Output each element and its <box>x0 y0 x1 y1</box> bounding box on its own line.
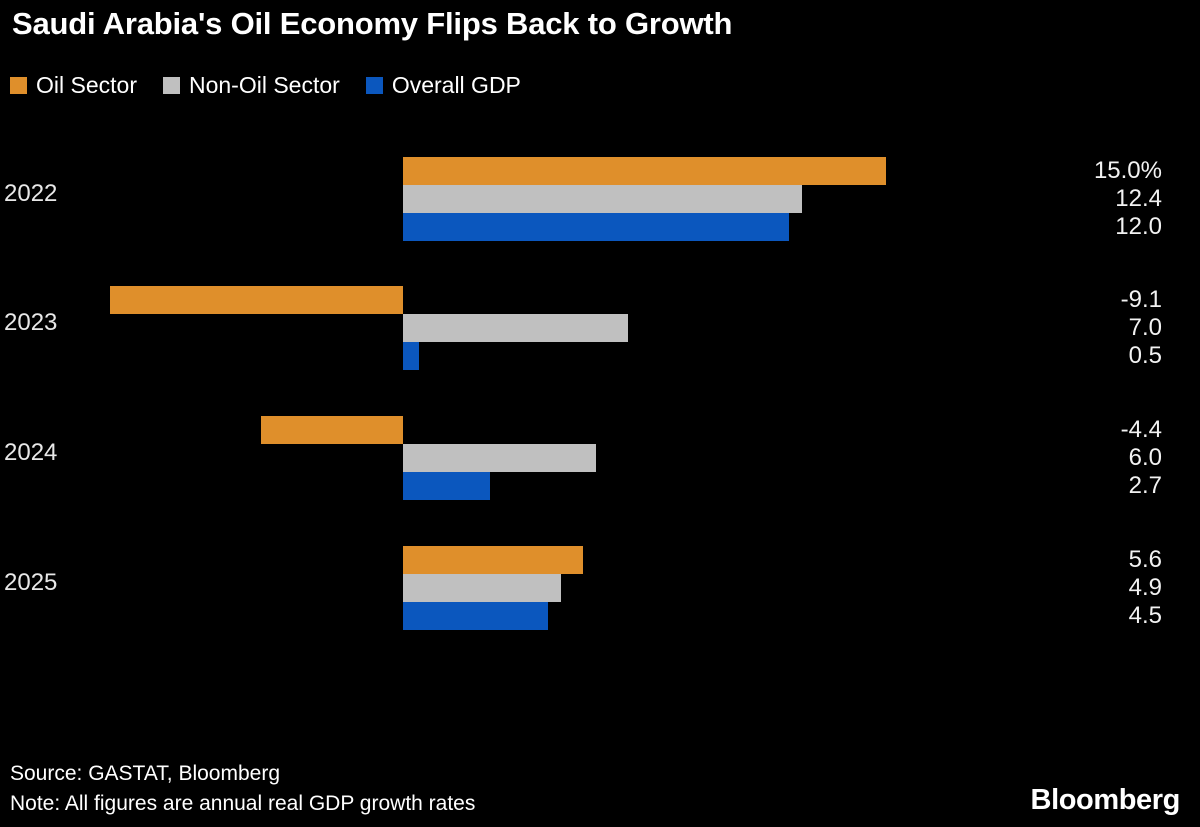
bar-row: -9.1 <box>0 286 1200 314</box>
value-label: 2.7 <box>1128 472 1162 499</box>
bar-row: 0.5 <box>0 342 1200 370</box>
bar-row: 12.0 <box>0 213 1200 241</box>
chart-footnotes: Source: GASTAT, Bloomberg Note: All figu… <box>10 759 475 819</box>
bar-row: 4.5 <box>0 602 1200 630</box>
legend-item-overall-gdp[interactable]: Overall GDP <box>365 71 521 99</box>
value-label: 0.5 <box>1128 342 1162 369</box>
category-label-2025: 2025 <box>4 569 58 596</box>
chart-legend: Oil Sector Non-Oil Sector Overall GDP <box>10 70 521 100</box>
bar-2025-oil-sector[interactable] <box>403 546 584 574</box>
legend-swatch-icon <box>365 76 383 94</box>
bar-2024-non-oil-sector[interactable] <box>403 444 597 472</box>
chart-title: Saudi Arabia's Oil Economy Flips Back to… <box>12 6 733 41</box>
value-label: 6.0 <box>1128 444 1162 471</box>
bar-2025-overall-gdp[interactable] <box>403 602 548 630</box>
category-label-2024: 2024 <box>4 439 58 466</box>
value-label: -4.4 <box>1120 416 1162 443</box>
bar-2025-non-oil-sector[interactable] <box>403 574 561 602</box>
bar-row: 12.4 <box>0 185 1200 213</box>
bar-2022-overall-gdp[interactable] <box>403 213 790 241</box>
legend-swatch-icon <box>10 76 27 94</box>
bar-2022-oil-sector[interactable] <box>403 157 886 185</box>
legend-item-non-oil-sector[interactable]: Non-Oil Sector <box>162 71 340 99</box>
value-label: 7.0 <box>1128 314 1162 341</box>
category-label-2023: 2023 <box>4 309 58 336</box>
bar-2023-non-oil-sector[interactable] <box>403 314 629 342</box>
bar-row: -4.4 <box>0 416 1200 444</box>
source-text: Source: GASTAT, Bloomberg <box>10 762 280 785</box>
bar-row: 5.6 <box>0 546 1200 574</box>
bar-row: 2.7 <box>0 472 1200 500</box>
legend-item-oil-sector[interactable]: Oil Sector <box>10 72 137 99</box>
note-text: Note: All figures are annual real GDP gr… <box>10 792 476 815</box>
bar-2023-oil-sector[interactable] <box>109 286 403 314</box>
bar-row: 6.0 <box>0 444 1200 472</box>
category-label-2022: 2022 <box>4 180 58 207</box>
legend-swatch-icon <box>162 76 180 94</box>
bar-row: 7.0 <box>0 314 1200 342</box>
value-label: 5.6 <box>1128 546 1162 573</box>
bloomberg-logo: Bloomberg <box>1030 784 1181 816</box>
bar-2022-non-oil-sector[interactable] <box>403 185 803 213</box>
legend-item-label: Non-Oil Sector <box>188 71 340 98</box>
bar-2023-overall-gdp[interactable] <box>403 342 420 370</box>
bar-row: 4.9 <box>0 574 1200 602</box>
value-label: 4.5 <box>1128 602 1162 629</box>
legend-item-label: Oil Sector <box>36 71 137 98</box>
bar-row: 15.0% <box>0 157 1200 185</box>
value-label: 4.9 <box>1128 574 1162 601</box>
legend-item-label: Overall GDP <box>391 71 521 98</box>
value-label: 12.0 <box>1115 213 1162 240</box>
value-label: -9.1 <box>1120 286 1162 313</box>
bar-2024-oil-sector[interactable] <box>261 416 403 444</box>
value-label: 15.0% <box>1093 157 1162 184</box>
bar-2024-overall-gdp[interactable] <box>403 472 490 500</box>
value-label: 12.4 <box>1115 185 1162 212</box>
plot-area: 2022 15.0% 12.4 12.0 2023 -9.1 7.0 0.5 2024 -4.4 6… <box>0 130 1200 690</box>
